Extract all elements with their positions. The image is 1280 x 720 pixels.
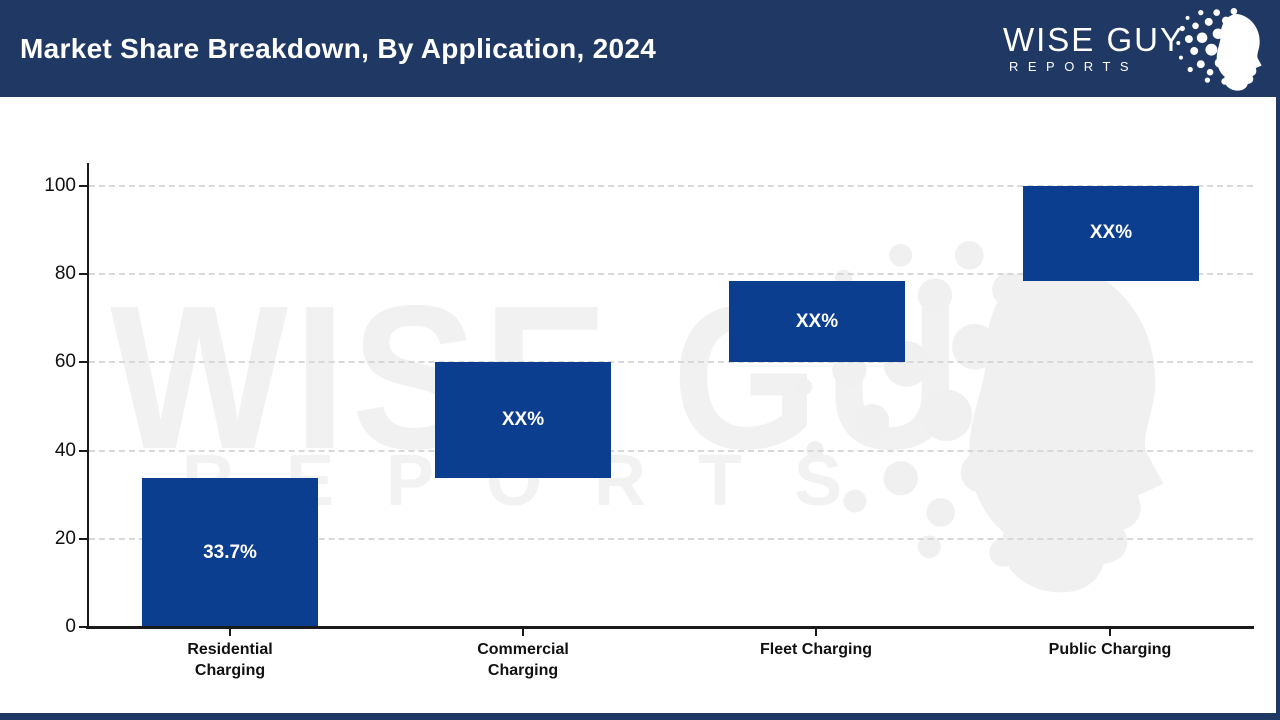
x-axis <box>86 626 1254 629</box>
x-category-label-line: Fleet Charging <box>759 641 872 658</box>
y-tick-label: 0 <box>65 616 76 637</box>
y-tick <box>79 449 87 452</box>
x-category-label-line: Charging <box>487 661 559 679</box>
gridline <box>89 273 1253 276</box>
bar-residential-charging: 33.7% <box>142 478 318 627</box>
bar-value-label: 33.7% <box>203 541 257 563</box>
y-axis <box>87 163 89 629</box>
bar-value-label: XX% <box>795 310 839 332</box>
x-tick <box>522 629 524 636</box>
bar-value-label: XX% <box>1089 222 1133 244</box>
y-tick-label: 60 <box>54 351 76 373</box>
bottom-border <box>0 713 1280 720</box>
y-tick-label: 20 <box>54 527 76 549</box>
x-category-label: Public Charging <box>1000 640 1220 661</box>
brand-name: WISE GUY <box>1002 20 1184 58</box>
x-category-label-line: Charging <box>194 661 266 679</box>
y-tick <box>79 361 87 364</box>
wiseguy-head-logo-icon <box>1176 7 1262 91</box>
x-category-label-line: Commercial <box>477 641 569 658</box>
bar-fleet-charging: XX% <box>729 280 905 363</box>
x-tick <box>1109 629 1111 636</box>
chart-title: Market Share Breakdown, By Application, … <box>20 32 657 64</box>
brand-subname: REPORTS <box>1008 59 1139 75</box>
gridline <box>89 537 1253 540</box>
gridline <box>89 449 1253 452</box>
x-category-label: Fleet Charging <box>706 640 926 661</box>
y-tick-label: 40 <box>54 439 76 461</box>
right-border <box>1276 0 1280 720</box>
y-tick <box>79 626 87 628</box>
bar-public-charging: XX% <box>1023 186 1199 281</box>
bar-value-label: XX% <box>501 409 545 431</box>
header-band: Market Share Breakdown, By Application, … <box>0 0 1280 97</box>
x-tick <box>815 629 817 636</box>
y-tick <box>79 273 87 276</box>
gridline <box>89 361 1253 364</box>
x-category-label: Residential Charging <box>120 640 340 682</box>
y-tick <box>79 537 87 540</box>
y-tick-label: 80 <box>54 263 76 285</box>
x-category-label-line: Public Charging <box>1048 641 1172 658</box>
x-tick <box>229 629 231 636</box>
x-category-label: Commercial Charging <box>413 640 633 682</box>
gridline <box>89 185 1253 187</box>
brand-logo: WISE GUY REPORTS <box>1003 0 1266 97</box>
bar-commercial-charging: XX% <box>435 362 611 479</box>
y-tick <box>79 185 87 187</box>
y-tick-label: 100 <box>44 175 76 196</box>
x-category-label-line: Residential <box>187 641 273 658</box>
